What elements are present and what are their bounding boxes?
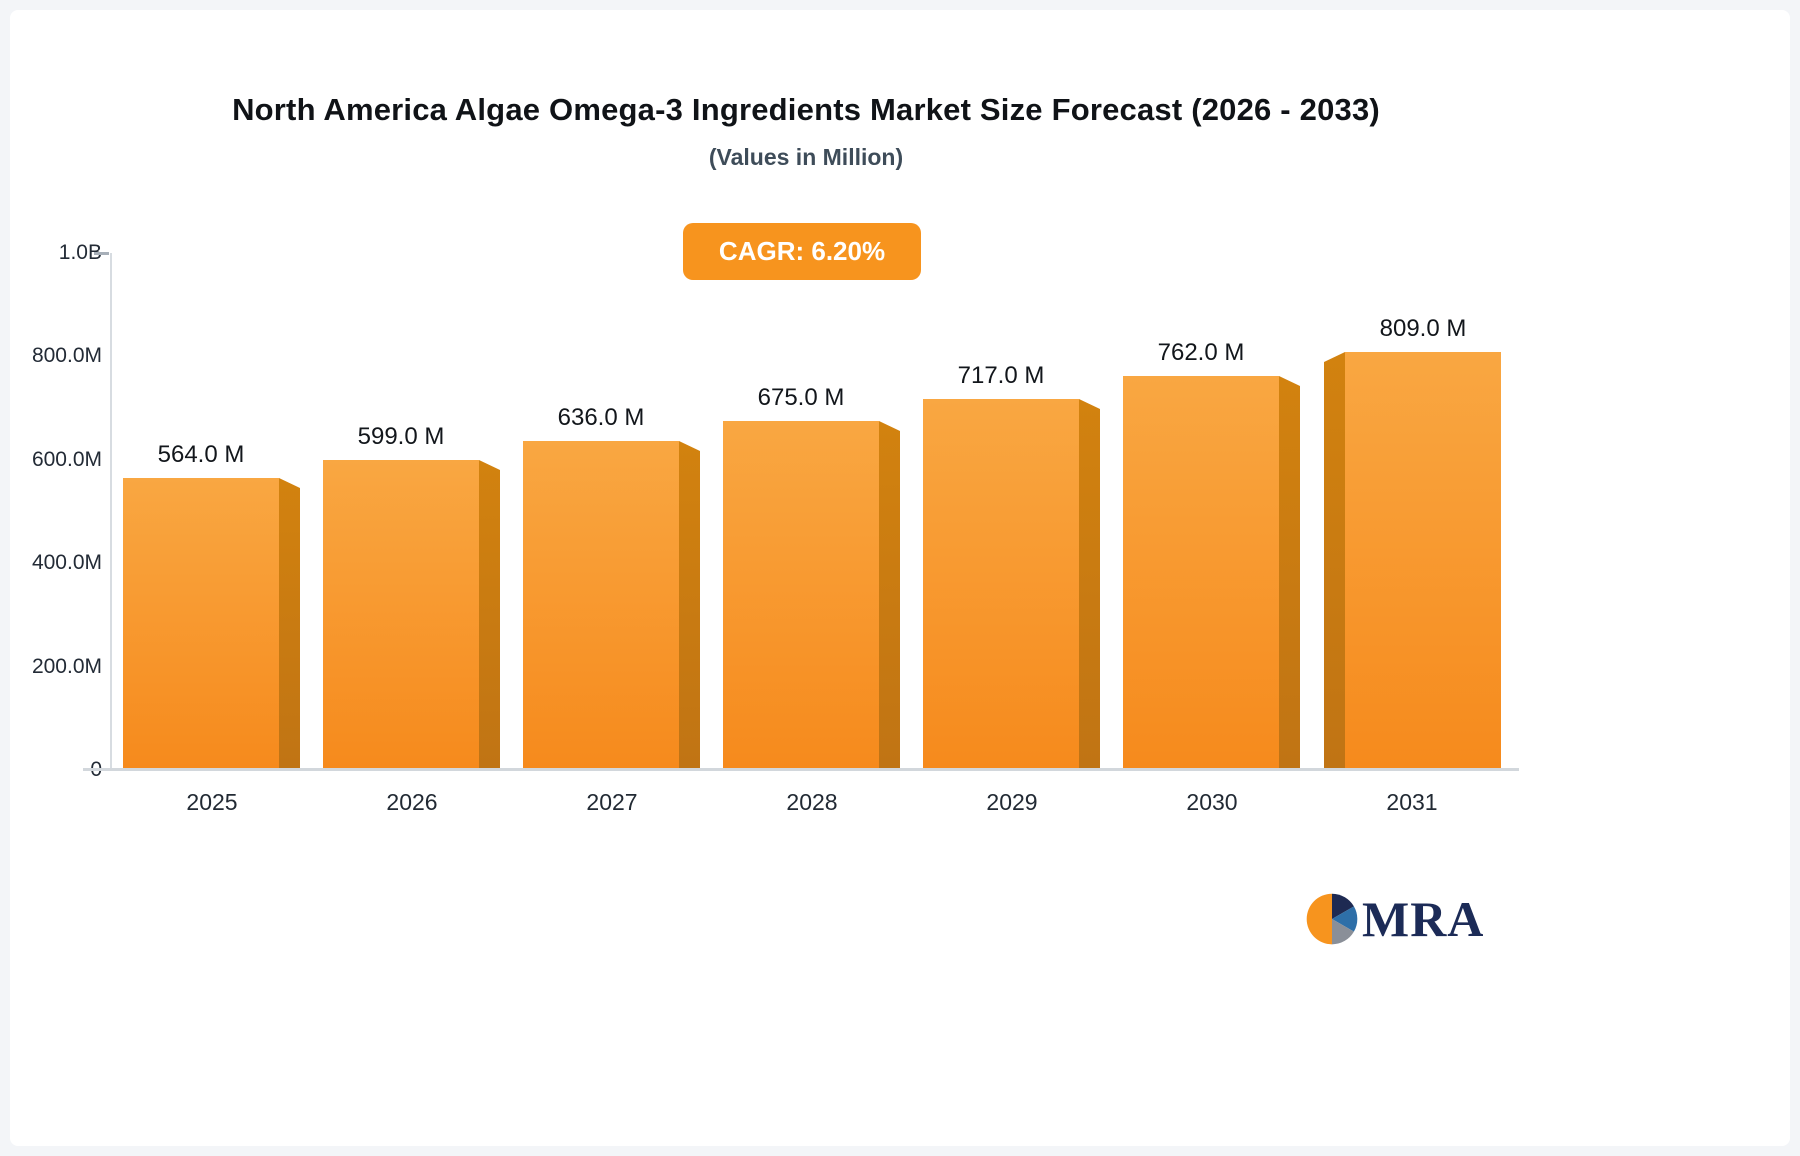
x-axis-label: 2028 [786,789,838,815]
bar-2029[interactable] [923,399,1079,770]
mra-logo: MRA [1305,890,1484,948]
x-axis-label: 2030 [1186,789,1238,815]
bar-2031[interactable] [1345,352,1501,770]
bar-group[interactable]: 599.0 M 2026 [323,253,501,815]
bar-value-label: 636.0 M [557,404,645,431]
y-axis-tick-label: 600.0M [31,447,102,471]
chart-subtitle: (Values in Million) [708,144,904,170]
y-axis-tick-label: 800.0M [31,344,102,368]
bar-2030[interactable] [1123,376,1279,770]
bar-group[interactable]: 717.0 M 2029 [923,253,1101,815]
bar-2027[interactable] [523,441,679,770]
y-axis-top-tick [94,252,109,255]
x-axis-label: 2025 [186,789,238,815]
bar-group[interactable]: 762.0 M 2030 [1123,253,1301,815]
y-axis-tick-label: 200.0M [31,654,102,678]
pie-chart-icon [1305,892,1359,946]
chart-card: North America Algae Omega-3 Ingredients … [10,10,1790,1146]
bar-value-label: 675.0 M [757,384,845,411]
bar-value-label: 717.0 M [957,362,1045,389]
x-axis-label: 2029 [986,789,1038,815]
bar-series: 564.0 M 2025 599.0 M 2026 636.0 M 2027 675.0 M… [112,253,1512,815]
y-axis-tick-label: 1.0B [58,241,102,264]
bar-group[interactable]: 636.0 M 2027 [523,253,701,815]
bar-value-label: 564.0 M [157,441,245,468]
x-axis-label: 2026 [386,789,438,815]
y-axis-tick-label: 400.0M [31,551,102,575]
bar-value-label: 809.0 M [1379,315,1467,342]
bar-group[interactable]: 809.0 M 2031 [1323,253,1501,815]
bar-value-label: 599.0 M [357,423,445,450]
mra-logo-text: MRA [1362,891,1485,947]
x-axis-label: 2027 [586,789,638,815]
bar-group[interactable]: 675.0 M 2028 [723,253,901,815]
x-axis-label: 2031 [1386,789,1438,815]
cagr-badge-label: CAGR: 6.20% [718,236,886,266]
bar-value-label: 762.0 M [1157,339,1245,366]
chart-title: North America Algae Omega-3 Ingredients … [232,92,1380,127]
bar-2026[interactable] [323,460,479,770]
cagr-badge: CAGR: 6.20% [683,223,921,280]
bar-group[interactable]: 564.0 M 2025 [123,253,301,815]
bar-2028[interactable] [723,421,879,770]
plot-area: 564.0 M 2025 599.0 M 2026 636.0 M 2027 675.0 M… [94,252,1512,815]
x-axis-line [83,768,1519,771]
bar-2025[interactable] [123,478,279,770]
